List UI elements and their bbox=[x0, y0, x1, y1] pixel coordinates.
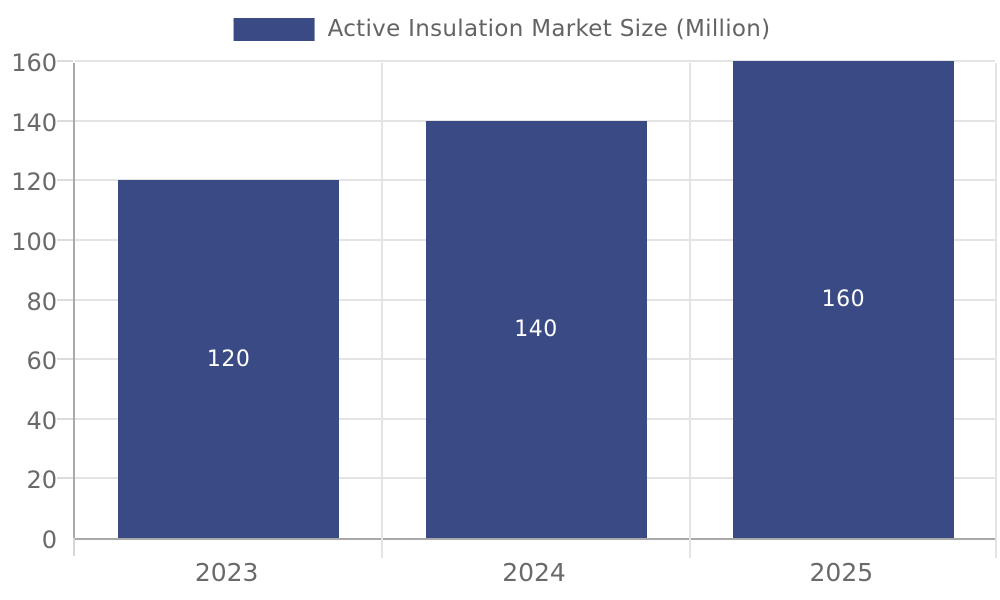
bar: 120 bbox=[118, 180, 340, 538]
y-axis-tick bbox=[57, 358, 73, 361]
x-tick-label: 2023 bbox=[194, 558, 259, 587]
bar: 140 bbox=[425, 120, 647, 538]
legend-swatch-icon bbox=[233, 17, 315, 41]
legend-label: Active Insulation Market Size (Million) bbox=[327, 16, 771, 42]
bar: 160 bbox=[732, 61, 954, 538]
y-axis-tick bbox=[57, 119, 73, 122]
x-tick-label: 2025 bbox=[809, 558, 874, 587]
y-tick-label: 20 bbox=[26, 466, 57, 495]
y-tick-label: 160 bbox=[11, 49, 57, 77]
gridline-vertical bbox=[995, 63, 997, 558]
x-tick-label: 2024 bbox=[502, 558, 566, 587]
y-tick-label: 100 bbox=[11, 227, 57, 256]
gridline-vertical bbox=[688, 63, 691, 558]
y-tick-label: 0 bbox=[41, 526, 57, 554]
x-axis-origin-tick bbox=[73, 538, 75, 556]
y-axis-tick bbox=[57, 238, 73, 241]
bar-value-label: 140 bbox=[514, 316, 558, 342]
y-axis-tick bbox=[57, 179, 73, 182]
plot-area: 120 140 160 bbox=[57, 60, 997, 558]
bar-value-label: 160 bbox=[821, 287, 866, 312]
y-axis-tick bbox=[57, 298, 73, 301]
y-tick-label: 80 bbox=[26, 287, 57, 316]
bar-value-label: 120 bbox=[206, 346, 251, 372]
y-axis-tick bbox=[57, 60, 73, 62]
gridline-horizontal bbox=[75, 60, 995, 62]
chart-legend: Active Insulation Market Size (Million) bbox=[233, 16, 771, 42]
y-tick-label: 140 bbox=[11, 108, 57, 137]
y-axis-tick bbox=[57, 417, 73, 420]
y-axis-tick bbox=[57, 477, 73, 480]
y-tick-label: 40 bbox=[26, 406, 57, 435]
y-tick-label: 60 bbox=[26, 347, 57, 376]
y-tick-label: 120 bbox=[11, 168, 57, 197]
gridline-vertical bbox=[381, 63, 384, 558]
